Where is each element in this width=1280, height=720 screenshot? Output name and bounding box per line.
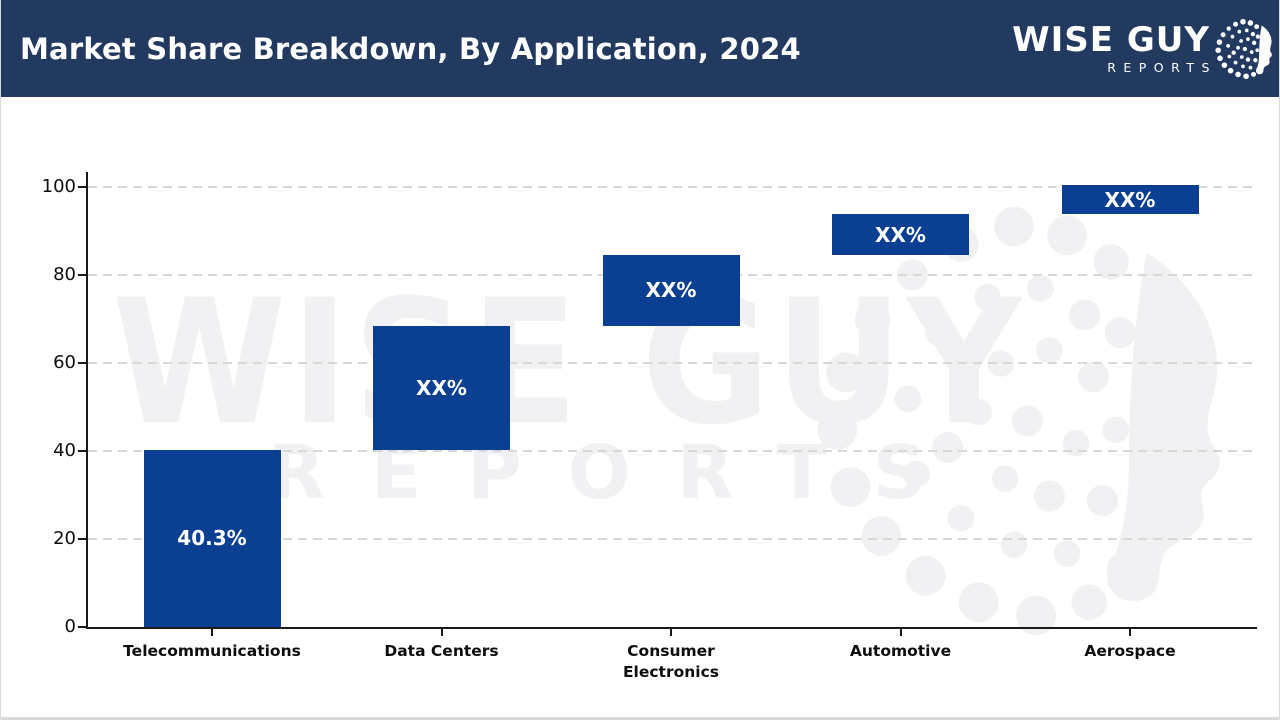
y-tick-label: 60 xyxy=(53,352,76,373)
gridline-100 xyxy=(88,186,1257,188)
bar-4: XX% xyxy=(832,214,969,256)
bar-5: XX% xyxy=(1061,184,1199,215)
bar-value-label: XX% xyxy=(875,222,926,247)
category-label: Telecommunications xyxy=(123,642,301,660)
logo-sub-text: REPORTS xyxy=(1107,60,1217,76)
gridline-60 xyxy=(88,362,1257,364)
y-tick-mark xyxy=(78,362,86,364)
logo-brand-text: WISE GUY xyxy=(1012,19,1210,60)
bar-value-label: XX% xyxy=(645,278,697,303)
category-label: Automotive xyxy=(849,642,952,660)
logo-text: WISE GUY REPORTS xyxy=(1012,19,1210,75)
bar-2: XX% xyxy=(373,325,510,450)
gridline-20 xyxy=(88,538,1257,540)
y-tick-label: 80 xyxy=(53,264,76,285)
wiseguy-logo: WISE GUY REPORTS xyxy=(1012,6,1274,92)
y-tick-label: 20 xyxy=(53,528,76,549)
y-axis-line xyxy=(86,172,88,629)
x-tick-mark xyxy=(899,629,902,636)
x-tick-mark xyxy=(1129,629,1131,636)
header-bar: Market Share Breakdown, By Application, … xyxy=(0,0,1280,97)
y-tick-label: 40 xyxy=(53,440,76,461)
bar-value-label: 40.3% xyxy=(177,526,247,551)
x-tick-mark xyxy=(211,629,213,636)
x-tick-mark xyxy=(440,629,443,636)
category-label: Consumer Electronics xyxy=(622,642,720,681)
bar-1: 40.3% xyxy=(143,449,281,627)
y-tick-label: 100 xyxy=(41,176,76,197)
y-tick-mark xyxy=(78,450,86,452)
category-label: Aerospace xyxy=(1084,642,1176,660)
y-tick-mark xyxy=(78,626,86,628)
x-axis-line xyxy=(86,627,1257,629)
x-tick-mark xyxy=(670,629,672,636)
y-tick-mark xyxy=(78,186,86,188)
bar-3: XX% xyxy=(602,255,740,326)
y-tick-label: 0 xyxy=(64,616,76,637)
category-label: Data Centers xyxy=(384,642,499,660)
y-tick-mark xyxy=(78,274,86,276)
bar-value-label: XX% xyxy=(1104,187,1156,212)
bar-value-label: XX% xyxy=(416,375,467,400)
gridline-40 xyxy=(88,450,1257,452)
y-tick-mark xyxy=(78,538,86,540)
page-title: Market Share Breakdown, By Application, … xyxy=(20,31,801,66)
logo-head-icon xyxy=(1212,9,1274,89)
